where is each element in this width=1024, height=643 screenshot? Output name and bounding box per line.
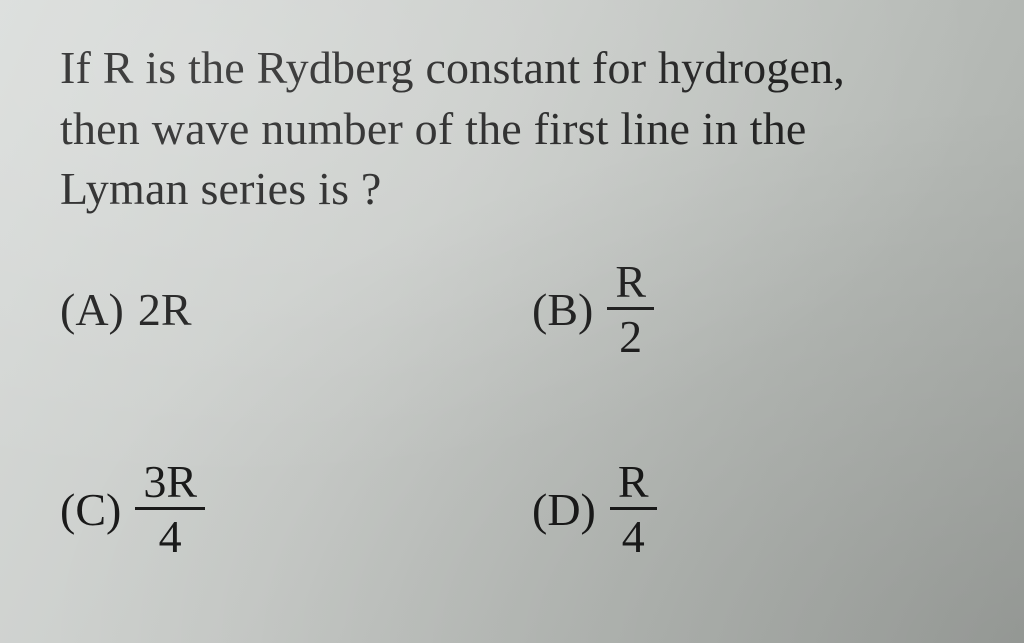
option-b-label: (B) [532,283,593,336]
option-b-numerator: R [607,259,654,307]
option-d-numerator: R [610,459,657,507]
option-a-label: (A) [60,283,124,336]
option-a-value: 2R [138,283,192,336]
option-d: (D) R 4 [532,454,964,564]
question-text: If R is the Rydberg constant for hydroge… [60,38,964,220]
option-c: (C) 3R 4 [60,454,492,564]
question-page: If R is the Rydberg constant for hydroge… [0,0,1024,564]
option-b-fraction: R 2 [607,259,654,360]
question-line-3: Lyman series is ? [60,163,382,214]
options-grid: (A) 2R (B) R 2 (C) 3R 4 [60,254,964,564]
option-d-denominator: 4 [614,510,653,560]
option-a: (A) 2R [60,254,492,364]
question-line-2: then wave number of the first line in th… [60,103,807,154]
option-c-value: 3R 4 [135,459,205,560]
option-d-fraction: R 4 [610,459,657,560]
option-d-label: (D) [532,483,596,536]
question-line-1: If R is the Rydberg constant for hydroge… [60,42,845,93]
option-b-value: R 2 [607,259,654,360]
option-d-value: R 4 [610,459,657,560]
option-c-fraction: 3R 4 [135,459,205,560]
option-b-denominator: 2 [611,310,650,360]
option-b: (B) R 2 [532,254,964,364]
option-c-label: (C) [60,483,121,536]
option-c-denominator: 4 [151,510,190,560]
option-c-numerator: 3R [135,459,205,507]
